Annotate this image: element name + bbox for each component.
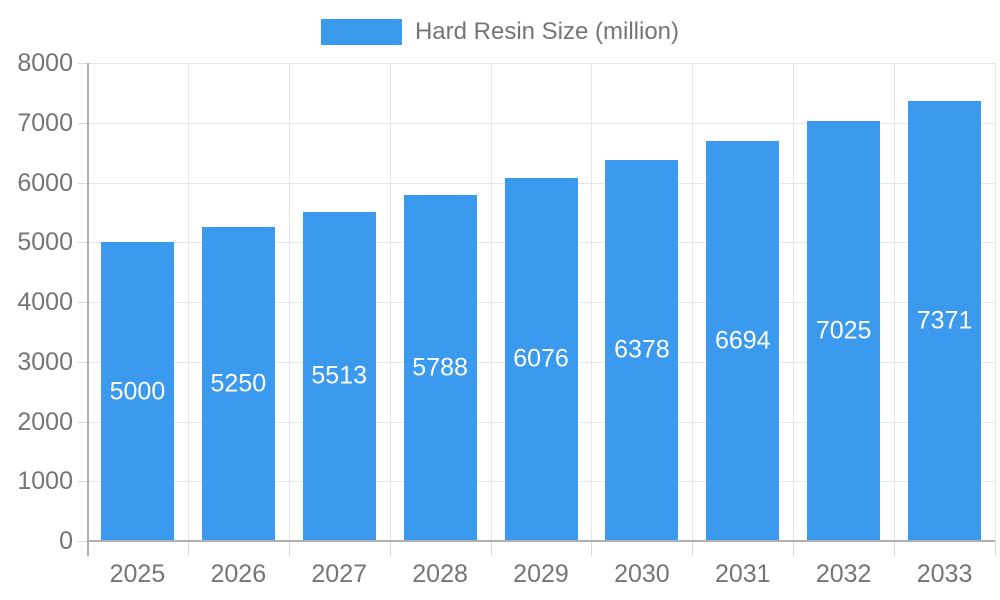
- bar-2028[interactable]: 5788: [403, 195, 477, 541]
- y-axis-tick-label: 7000: [17, 108, 73, 137]
- x-axis-tick: [187, 541, 189, 556]
- legend-label: Hard Resin Size (million): [414, 18, 680, 45]
- y-axis-tick-label: 0: [59, 527, 73, 555]
- x-axis-tick-label: 2031: [714, 560, 771, 588]
- y-axis-tick: [78, 302, 87, 303]
- y-axis-tick-label: 3000: [17, 347, 73, 376]
- y-gridline: [87, 63, 995, 64]
- bar-2029[interactable]: 6076: [504, 177, 578, 541]
- y-axis-tick: [78, 63, 87, 64]
- x-axis-tick: [894, 541, 896, 556]
- bar-value-label: 5000: [109, 377, 166, 406]
- y-axis-tick: [78, 242, 87, 244]
- y-axis-tick: [78, 541, 87, 542]
- y-axis-tick-label: 1000: [17, 467, 73, 496]
- x-axis-tick-label: 2028: [412, 560, 468, 588]
- y-axis-tick: [78, 182, 87, 184]
- bar-2030[interactable]: 6378: [605, 159, 679, 541]
- x-axis-tick: [288, 541, 290, 556]
- bar-2032[interactable]: 7025: [807, 121, 881, 541]
- y-axis-tick-label: 8000: [17, 49, 73, 77]
- bar-value-label: 5513: [311, 361, 368, 390]
- y-axis-tick: [78, 481, 87, 483]
- x-gridline: [389, 63, 391, 541]
- y-gridline: [87, 122, 995, 124]
- x-gridline: [288, 63, 290, 541]
- x-gridline: [692, 63, 694, 541]
- x-gridline: [591, 63, 593, 541]
- x-axis-tick: [692, 541, 694, 556]
- x-axis-line: [87, 540, 995, 542]
- bar-value-label: 7025: [815, 316, 872, 345]
- bar-value-label: 5250: [210, 369, 267, 398]
- x-axis-tick: [490, 541, 492, 556]
- x-gridline: [793, 63, 795, 541]
- x-axis-tick-label: 2025: [109, 560, 166, 588]
- x-axis-tick-label: 2026: [210, 560, 267, 588]
- bar-value-label: 6076: [513, 344, 569, 373]
- y-axis-tick-label: 2000: [17, 407, 73, 436]
- y-axis-tick: [78, 361, 87, 363]
- legend-swatch: [320, 19, 402, 45]
- y-axis-tick: [78, 421, 87, 423]
- bar-value-label: 6378: [614, 335, 670, 364]
- x-axis-tick-label: 2030: [614, 560, 670, 588]
- y-axis-line: [87, 63, 89, 556]
- y-axis-tick-label: 5000: [17, 228, 73, 257]
- bar-value-label: 7371: [916, 306, 973, 335]
- bar-2025[interactable]: 5000: [100, 242, 174, 541]
- x-gridline: [187, 63, 189, 541]
- x-axis-tick: [389, 541, 391, 556]
- y-axis-tick-label: 4000: [17, 288, 73, 316]
- x-axis-tick-label: 2027: [311, 560, 368, 588]
- x-gridline: [490, 63, 492, 541]
- x-axis-tick: [995, 541, 996, 556]
- bar-2027[interactable]: 5513: [302, 211, 376, 541]
- x-gridline: [995, 63, 996, 541]
- y-axis-tick-label: 6000: [17, 168, 73, 197]
- legend[interactable]: Hard Resin Size (million): [0, 18, 1000, 46]
- y-axis-tick: [78, 122, 87, 124]
- x-axis-tick-label: 2033: [916, 560, 973, 588]
- x-axis-tick-label: 2029: [513, 560, 569, 588]
- x-gridline: [894, 63, 896, 541]
- bar-2031[interactable]: 6694: [706, 141, 780, 541]
- bar-2026[interactable]: 5250: [201, 227, 275, 541]
- bar-value-label: 6694: [714, 326, 771, 355]
- x-axis-tick: [591, 541, 593, 556]
- x-axis-tick: [793, 541, 795, 556]
- bar-2033[interactable]: 7371: [908, 100, 982, 541]
- x-axis-tick-label: 2032: [815, 560, 872, 588]
- bar-value-label: 5788: [412, 353, 468, 382]
